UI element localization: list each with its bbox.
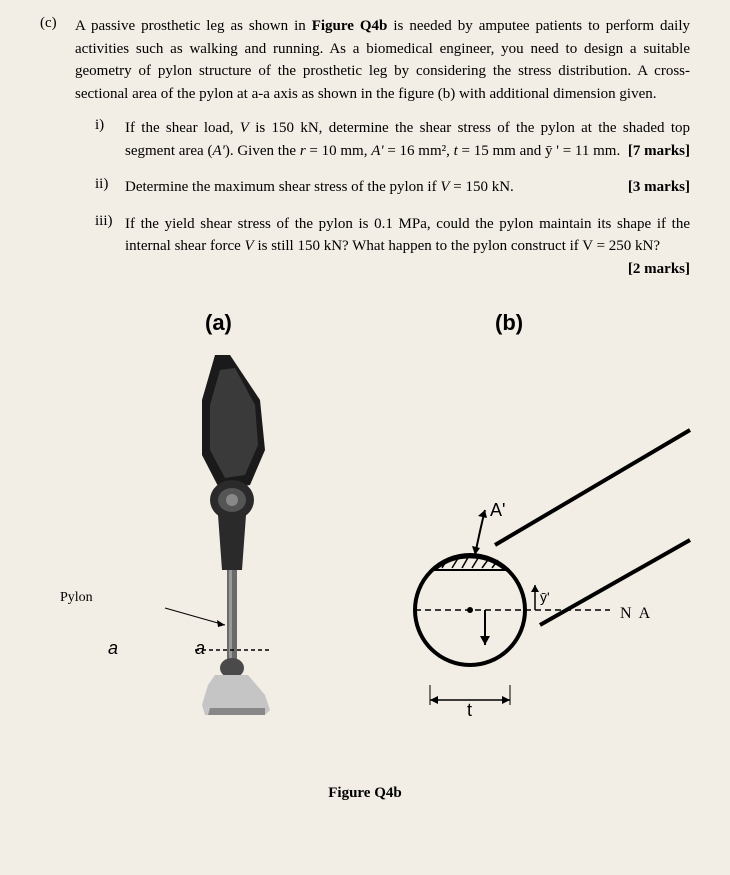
part-ii-marks: [3 marks]	[628, 176, 690, 199]
figure-label-b: (b)	[495, 310, 523, 336]
part-ii-label: ii)	[95, 176, 125, 193]
a-label-right: a	[195, 638, 205, 659]
na-label: N A	[620, 605, 652, 623]
svg-text:ȳ': ȳ'	[540, 589, 550, 605]
part-ii: ii) Determine the maximum shear stress o…	[95, 176, 690, 199]
sub-questions: i) If the shear load, V is 150 kN, deter…	[95, 117, 690, 280]
part-i-label: i)	[95, 117, 125, 134]
a-label-left: a	[108, 638, 118, 659]
pylon-label: Pylon	[60, 590, 93, 606]
part-iii-text: If the yield shear stress of the pylon i…	[125, 213, 690, 281]
question-text: A passive prosthetic leg as shown in Fig…	[75, 15, 690, 105]
prosthetic-svg	[130, 350, 320, 750]
a-prime-label: A'	[490, 500, 505, 521]
part-iii: iii) If the yield shear stress of the py…	[95, 213, 690, 281]
part-i-marks: [7 marks]	[628, 140, 690, 163]
question-label: (c)	[40, 15, 75, 32]
figure-label-a: (a)	[205, 310, 232, 336]
question-main: (c) A passive prosthetic leg as shown in…	[40, 15, 690, 105]
figure-area: (a) (b) Pylon a a	[40, 310, 690, 770]
part-i: i) If the shear load, V is 150 kN, deter…	[95, 117, 690, 162]
cross-section-svg: ȳ'	[390, 410, 710, 760]
figure-caption: Figure Q4b	[40, 785, 690, 802]
part-i-text: If the shear load, V is 150 kN, determin…	[125, 117, 690, 162]
part-iii-marks: [2 marks]	[628, 258, 690, 281]
t-label: t	[467, 700, 472, 721]
part-ii-text: Determine the maximum shear stress of th…	[125, 176, 690, 199]
part-iii-label: iii)	[95, 213, 125, 230]
